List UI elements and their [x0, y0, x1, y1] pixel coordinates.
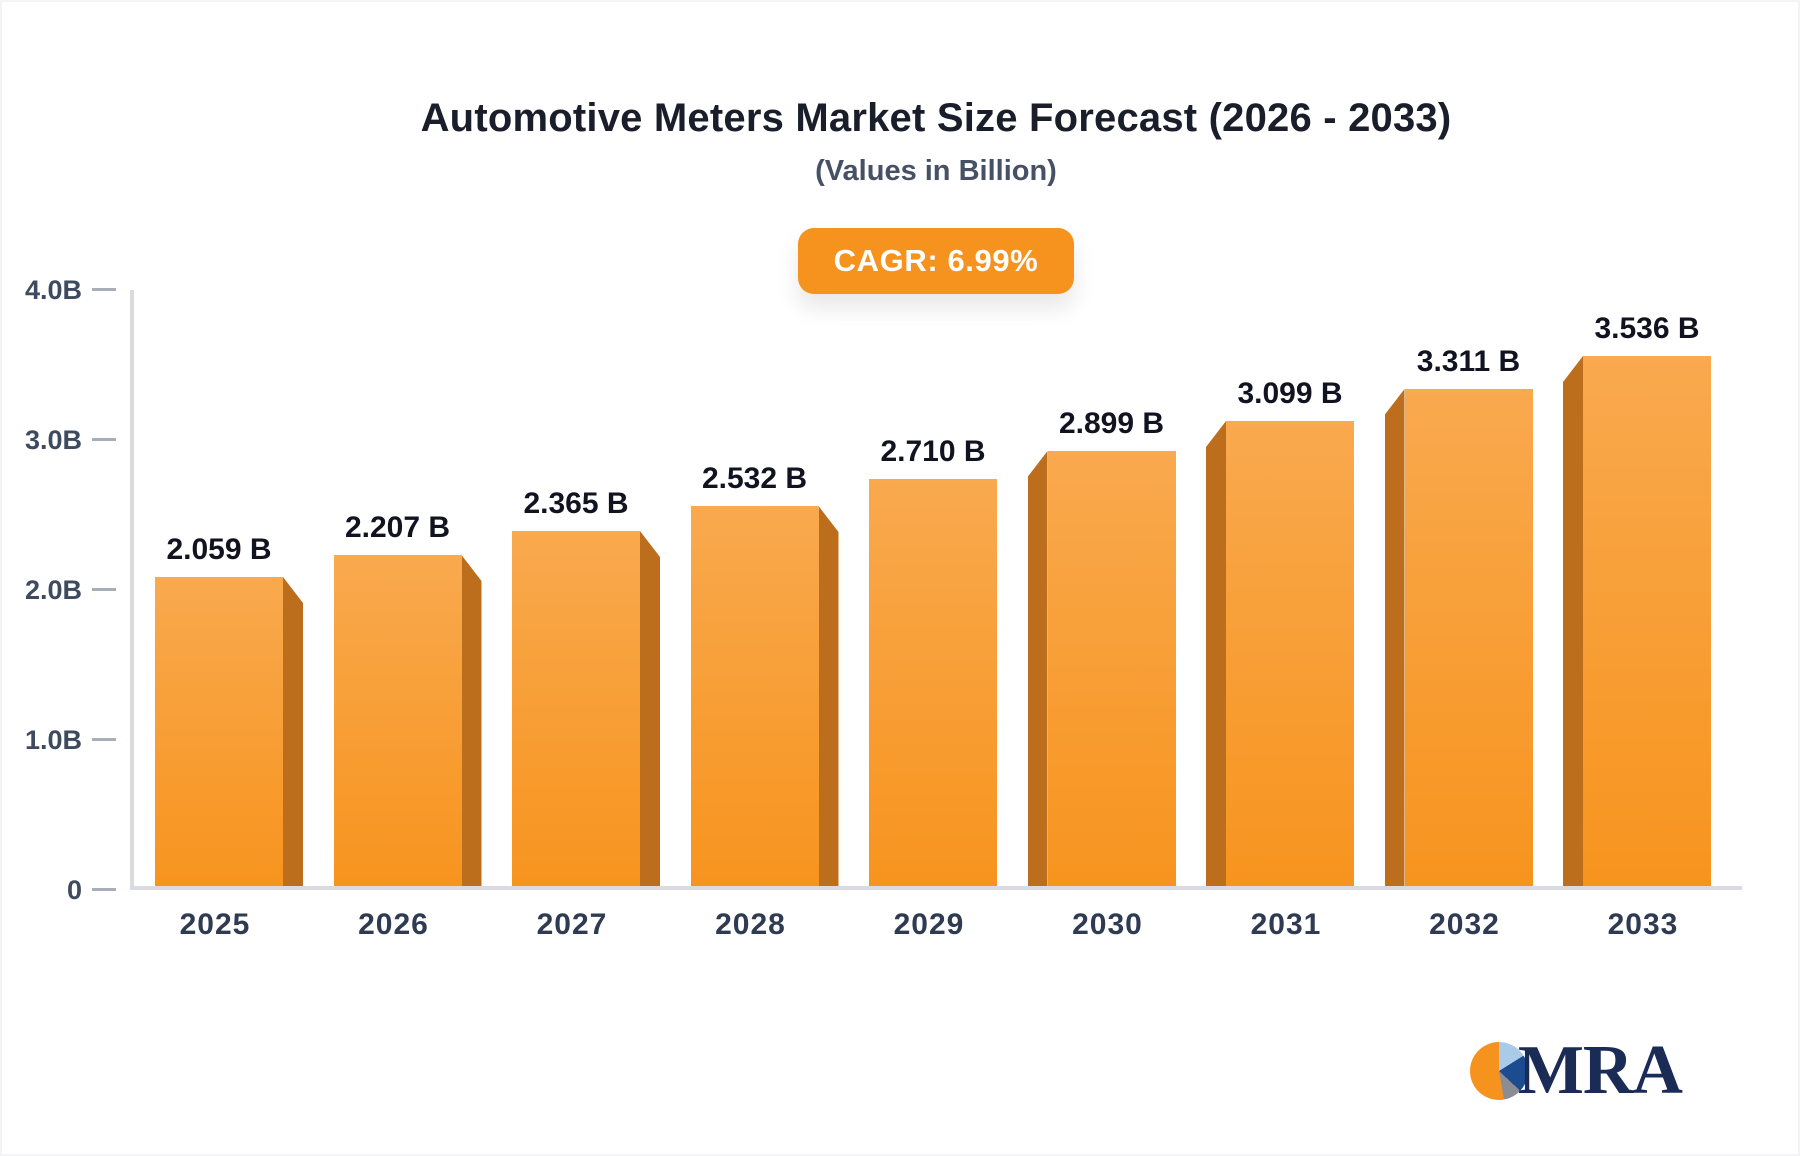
- bar-value-2033: 3.536 B: [1594, 312, 1700, 345]
- bar-2033: [1583, 356, 1711, 886]
- plot-area: 2.059 B 2.207 B 2.365 B 2.532 B 2.710 B 2.899…: [130, 290, 1742, 890]
- y-tick-4.0B: [92, 288, 116, 291]
- x-label-2033: 2033: [1607, 908, 1679, 941]
- bar-side-2026: [461, 555, 482, 886]
- x-label-2031: 2031: [1250, 908, 1322, 941]
- chart-header: Automotive Meters Market Size Forecast (…: [130, 0, 1742, 294]
- bar-side-2033: [1563, 356, 1583, 886]
- chart-title: Automotive Meters Market Size Forecast (…: [420, 96, 1452, 140]
- bar-side-2028: [818, 506, 839, 886]
- bar-2028: [690, 506, 819, 886]
- bar-2029: [869, 479, 997, 886]
- y-tick-0: [92, 888, 116, 891]
- y-axis-label-3.0B: 3.0B: [24, 425, 82, 455]
- y-axis-label-1.0B: 1.0B: [24, 725, 82, 755]
- bar-2025: [155, 577, 283, 886]
- x-label-2029: 2029: [893, 908, 965, 941]
- pie-chart-icon: [1469, 1042, 1528, 1100]
- x-label-2026: 2026: [358, 908, 429, 941]
- x-label-2025: 2025: [179, 908, 251, 941]
- bar-value-2030: 2.899 B: [1058, 407, 1165, 440]
- x-label-2028: 2028: [715, 908, 786, 941]
- logo-text: MRA: [1517, 1032, 1683, 1109]
- bar-side-2030: [1027, 451, 1048, 886]
- bar-2031: [1226, 421, 1354, 886]
- x-label-2027: 2027: [536, 908, 608, 941]
- bar-value-2025: 2.059 B: [166, 533, 272, 566]
- y-axis-label-0: 0: [66, 875, 82, 905]
- y-tick-3.0B: [92, 438, 116, 441]
- bar-value-2026: 2.207 B: [344, 511, 451, 544]
- bar-value-2031: 3.099 B: [1237, 377, 1343, 410]
- cagr-badge: CAGR: 6.99%: [797, 228, 1075, 294]
- bar-value-2032: 3.311 B: [1416, 345, 1521, 378]
- cagr-badge-label: CAGR: 6.99%: [833, 243, 1039, 278]
- bar-side-2032: [1384, 389, 1405, 886]
- bar-value-2028: 2.532 B: [701, 462, 808, 495]
- y-tick-1.0B: [92, 738, 116, 741]
- bar-side-2025: [283, 577, 303, 886]
- x-label-2032: 2032: [1429, 908, 1500, 941]
- x-label-2030: 2030: [1072, 908, 1143, 941]
- bar-2026: [333, 555, 462, 886]
- mra-logo: MRA: [1469, 1032, 1683, 1109]
- bar-value-2029: 2.710 B: [880, 435, 986, 468]
- bar-2032: [1404, 389, 1533, 886]
- bar-2030: [1047, 451, 1176, 886]
- bar-2027: [512, 531, 640, 886]
- bar-side-2031: [1206, 421, 1226, 886]
- bar-value-2027: 2.365 B: [523, 487, 629, 520]
- y-axis-label-2.0B: 2.0B: [24, 575, 82, 605]
- y-tick-2.0B: [92, 588, 116, 591]
- bar-side-2027: [640, 531, 660, 886]
- y-axis-label-4.0B: 4.0B: [24, 275, 82, 305]
- chart-subtitle: (Values in Billion): [815, 155, 1057, 187]
